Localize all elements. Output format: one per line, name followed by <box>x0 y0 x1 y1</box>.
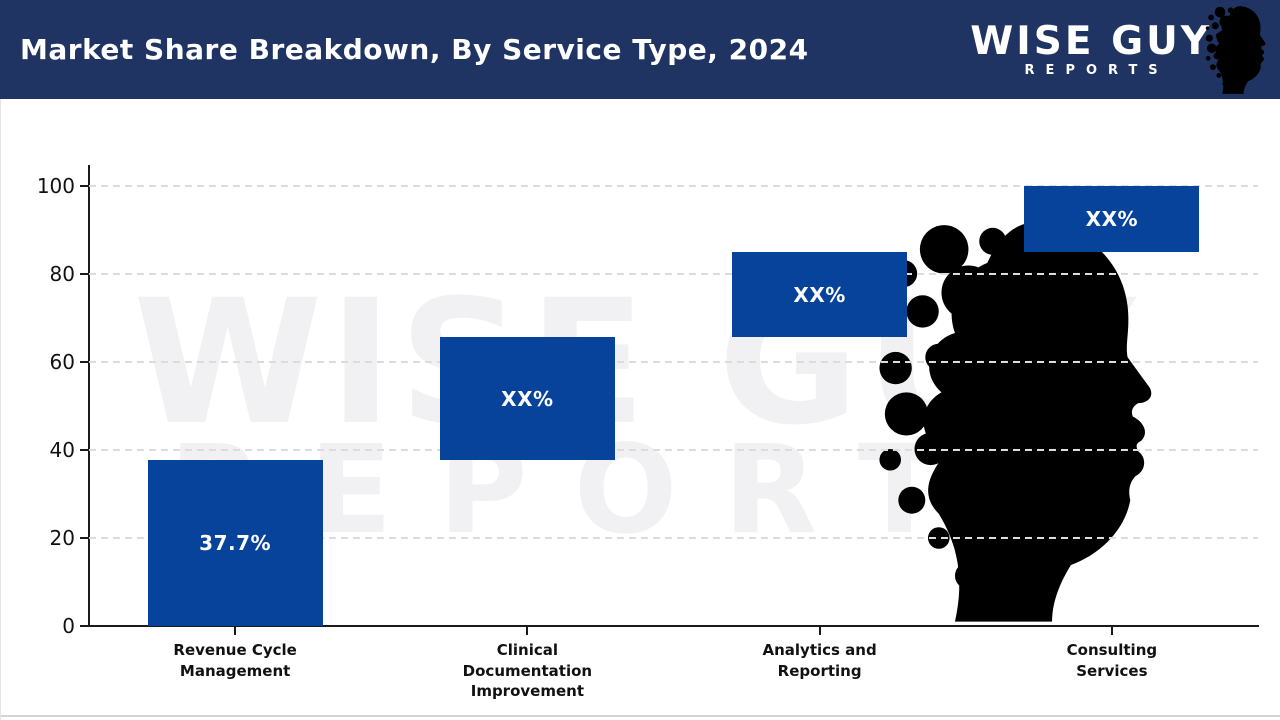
wise-guy-face-icon <box>1205 6 1266 94</box>
x-category-label-3: Analytics and Reporting <box>762 641 877 680</box>
y-tick-label-100: 100 <box>36 173 75 198</box>
y-tick-mark-40 <box>80 448 88 451</box>
x-tick-mark-4 <box>1110 627 1113 635</box>
logo-subtext: REPORTS <box>1024 63 1169 78</box>
bar-value-label-4: XX% <box>1085 206 1139 231</box>
bar-2: XX% <box>439 337 615 460</box>
gridline-60 <box>89 360 1258 363</box>
gridline-40 <box>89 448 1258 451</box>
bar-value-label-1: 37.7% <box>199 530 272 555</box>
gridline-20 <box>89 536 1258 539</box>
gridline-100 <box>89 184 1258 187</box>
y-tick-label-0: 0 <box>62 614 75 638</box>
x-tick-mark-3 <box>818 627 821 635</box>
bar-1: 37.7% <box>147 459 323 626</box>
bar-4: XX% <box>1024 185 1200 253</box>
x-tick-mark-1 <box>234 627 237 635</box>
y-tick-mark-20 <box>80 536 88 539</box>
x-axis-spine <box>88 625 1259 627</box>
bar-3: XX% <box>732 252 908 338</box>
x-tick-mark-2 <box>526 627 529 635</box>
wise-guy-logo: WISE GUY REPORTS <box>970 4 1274 96</box>
header-bar: Market Share Breakdown, By Service Type,… <box>0 0 1280 99</box>
x-category-label-1: Revenue Cycle Management <box>173 641 297 680</box>
waterfall-chart: WISE GUY REPORTS 0 20 40 60 80 100 37.7% Revenu… <box>0 99 1280 720</box>
logo-wordmark: WISE GUY <box>970 19 1212 64</box>
x-category-label-2: Clinical Documentation Improvement <box>462 641 593 700</box>
y-tick-label-40: 40 <box>49 437 75 462</box>
x-category-label-4: Consulting Services <box>1066 641 1158 680</box>
bar-value-label-3: XX% <box>793 282 846 307</box>
page-title: Market Share Breakdown, By Service Type,… <box>20 33 809 66</box>
y-tick-label-60: 60 <box>49 349 75 374</box>
y-tick-mark-80 <box>80 272 88 275</box>
y-tick-mark-100 <box>80 184 88 187</box>
y-axis-spine <box>88 165 90 627</box>
gridline-80 <box>89 272 1258 275</box>
logo-text: WISE GUY REPORTS <box>970 19 1212 79</box>
y-tick-label-80: 80 <box>49 261 75 286</box>
bottom-border <box>1 715 1280 717</box>
bar-value-label-2: XX% <box>501 386 554 411</box>
y-tick-mark-60 <box>80 360 88 363</box>
y-tick-label-20: 20 <box>49 525 75 550</box>
y-tick-mark-0 <box>80 625 88 627</box>
